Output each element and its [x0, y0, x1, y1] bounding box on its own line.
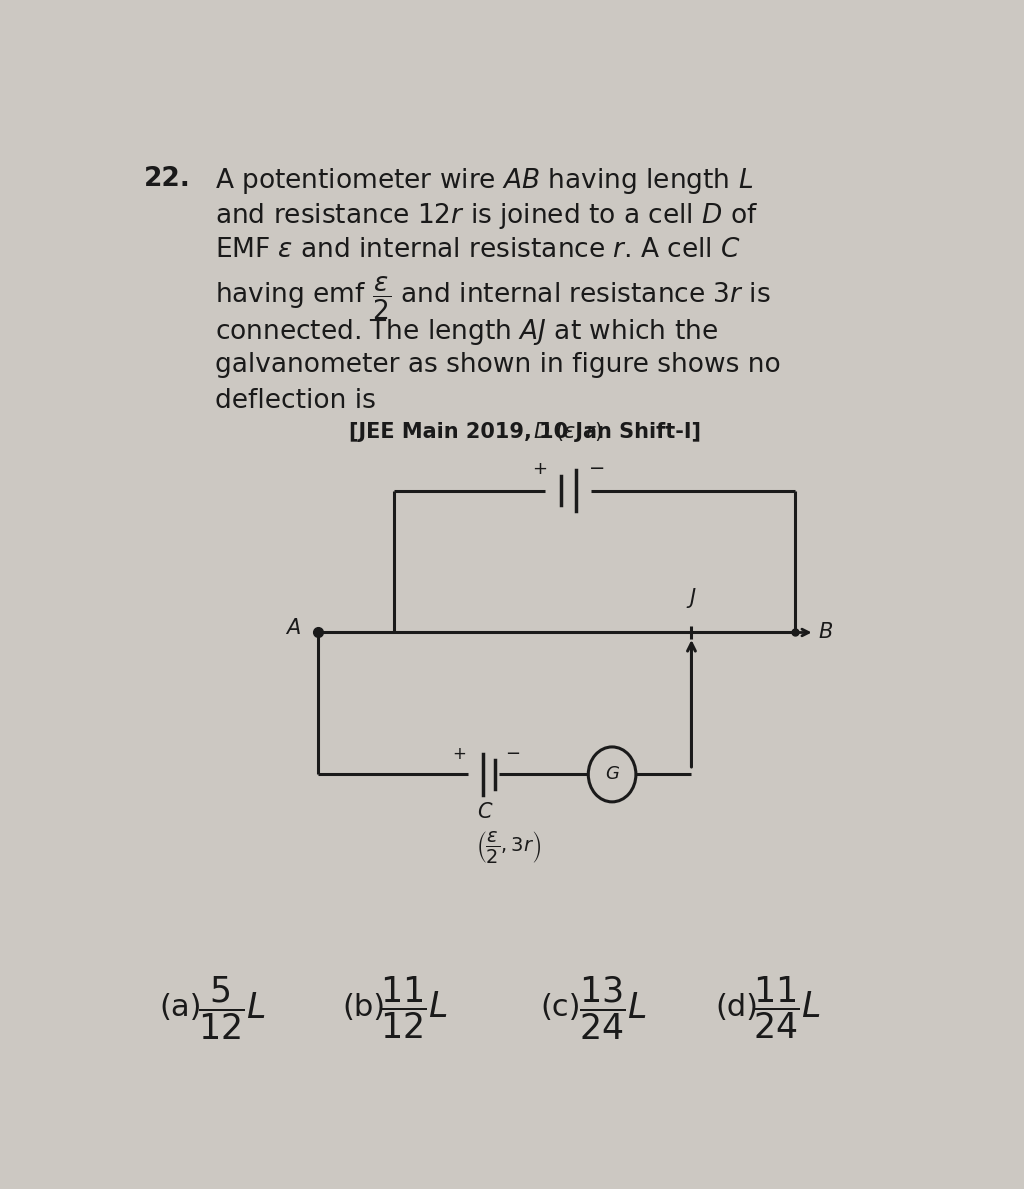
Text: having emf $\dfrac{\varepsilon}{2}$ and internal resistance $3r$ is: having emf $\dfrac{\varepsilon}{2}$ and … [215, 275, 771, 322]
Text: $\dfrac{11}{24}L$: $\dfrac{11}{24}L$ [754, 975, 821, 1042]
Text: galvanometer as shown in figure shows no: galvanometer as shown in figure shows no [215, 352, 781, 378]
Text: +: + [532, 460, 548, 478]
Text: $C$: $C$ [477, 801, 494, 822]
Text: 22.: 22. [143, 165, 190, 191]
Text: $B$: $B$ [818, 623, 834, 642]
Text: EMF $\varepsilon$ and internal resistance $r$. A cell $C$: EMF $\varepsilon$ and internal resistanc… [215, 237, 741, 263]
Text: $\left(\dfrac{\varepsilon}{2},3r\right)$: $\left(\dfrac{\varepsilon}{2},3r\right)$ [476, 830, 542, 866]
Text: $J$: $J$ [686, 586, 697, 610]
Text: (d): (d) [715, 993, 758, 1023]
Text: (a): (a) [160, 993, 203, 1023]
Text: +: + [452, 746, 466, 763]
Text: $\dfrac{13}{24}L$: $\dfrac{13}{24}L$ [579, 974, 646, 1042]
Text: (c): (c) [541, 993, 582, 1023]
Text: −: − [589, 459, 605, 478]
Text: (b): (b) [342, 993, 385, 1023]
Text: and resistance $12r$ is joined to a cell $D$ of: and resistance $12r$ is joined to a cell… [215, 201, 759, 232]
Text: connected. The length $AJ$ at which the: connected. The length $AJ$ at which the [215, 316, 718, 347]
Text: $A$: $A$ [285, 618, 301, 638]
Text: $D\ (\varepsilon,r)$: $D\ (\varepsilon,r)$ [534, 420, 603, 443]
Text: $\dfrac{5}{12}L$: $\dfrac{5}{12}L$ [198, 974, 265, 1042]
Text: deflection is: deflection is [215, 388, 376, 414]
Text: [JEE Main 2019, 10 Jan Shift-I]: [JEE Main 2019, 10 Jan Shift-I] [349, 422, 700, 442]
Text: $\dfrac{11}{12}L$: $\dfrac{11}{12}L$ [380, 975, 449, 1042]
Text: −: − [505, 746, 520, 763]
Text: A potentiometer wire $AB$ having length $L$: A potentiometer wire $AB$ having length … [215, 165, 754, 195]
Text: $G$: $G$ [604, 766, 620, 784]
